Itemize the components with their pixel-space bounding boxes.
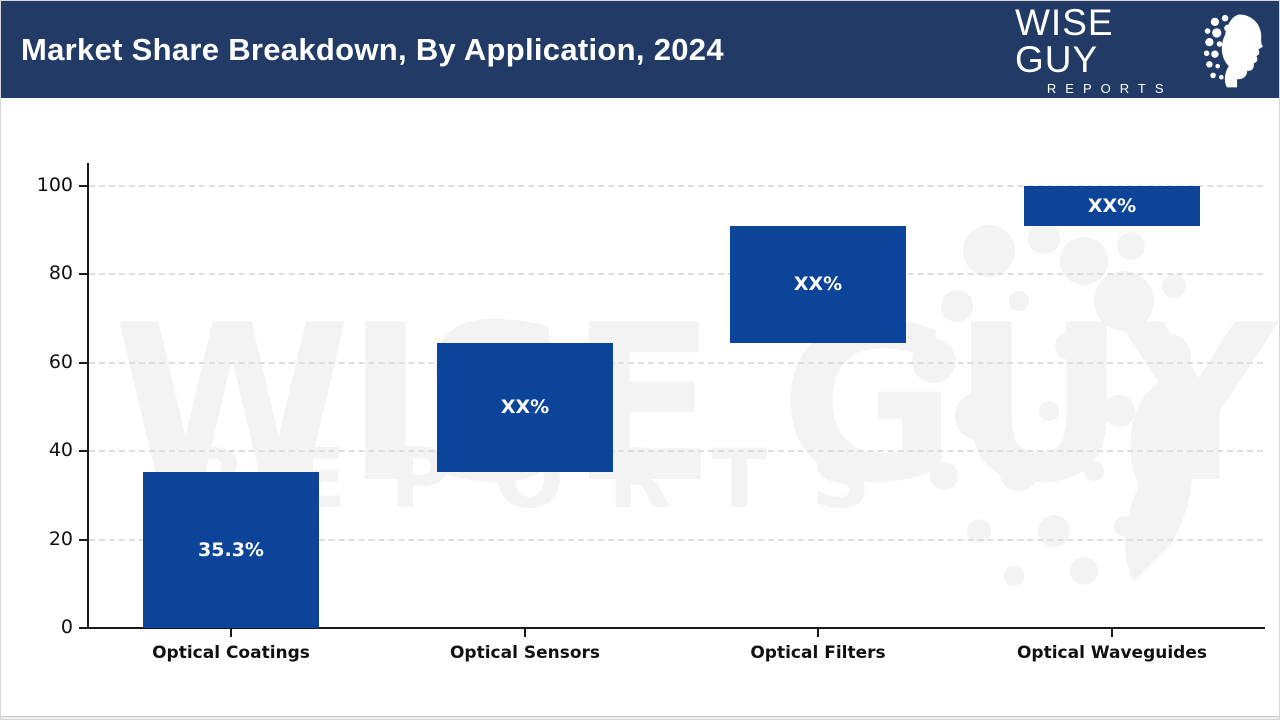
y-tick-40: [79, 450, 87, 453]
wiseguy-logo: WISE GUY REPORTS: [1015, 4, 1267, 96]
x-category-label: Optical Coatings: [152, 643, 310, 663]
x-category-label: Optical Waveguides: [1016, 643, 1207, 663]
y-tick-20: [79, 538, 87, 541]
logo-text: WISE GUY REPORTS: [1015, 4, 1198, 96]
x-category-label: Optical Sensors: [449, 643, 601, 663]
gridline-y-100: [89, 185, 1263, 187]
x-tick-3: [1111, 629, 1113, 637]
gridline-y-20: [89, 538, 1263, 541]
gridline-y-60: [89, 361, 1263, 364]
logo-wordmark: WISE GUY: [1015, 2, 1114, 80]
x-axis-spine: [87, 627, 1265, 629]
y-tick-label: 0: [60, 616, 73, 638]
y-tick-label: 100: [36, 174, 73, 196]
y-tick-100: [79, 185, 87, 187]
bar-value-label: XX%: [1087, 194, 1137, 217]
x-tick-0: [230, 629, 232, 637]
footer-divider: [1, 716, 1279, 719]
x-category-label: Optical Filters: [750, 643, 886, 663]
bar-optical-coatings: 35.3%: [143, 471, 319, 628]
y-tick-80: [79, 273, 87, 276]
y-tick-label: 80: [48, 262, 73, 285]
wiseguy-head-icon: [1204, 14, 1264, 88]
x-tick-1: [524, 629, 526, 637]
y-tick-60: [79, 361, 87, 364]
y-tick-label: 40: [48, 439, 73, 462]
bar-value-label: XX%: [500, 396, 550, 419]
gridline-y-40: [89, 450, 1263, 453]
bar-optical-filters: XX%: [730, 225, 906, 343]
y-tick-label: 60: [48, 350, 73, 373]
logo-subtitle: REPORTS: [1046, 81, 1173, 96]
gridline-y-80: [89, 273, 1263, 276]
x-tick-2: [817, 629, 819, 637]
chart-title: Market Share Breakdown, By Application, …: [21, 31, 724, 67]
y-tick-label: 20: [48, 527, 73, 550]
watermark-head-icon: [902, 222, 1193, 586]
y-axis-spine: [87, 163, 89, 629]
bar-value-label: 35.3%: [198, 538, 264, 561]
y-tick-0: [79, 627, 87, 629]
bar-optical-waveguides: XX%: [1024, 186, 1200, 226]
header: Market Share Breakdown, By Application, …: [1, 1, 1279, 98]
bar-optical-sensors: XX%: [437, 342, 613, 472]
bar-value-label: XX%: [793, 273, 843, 296]
